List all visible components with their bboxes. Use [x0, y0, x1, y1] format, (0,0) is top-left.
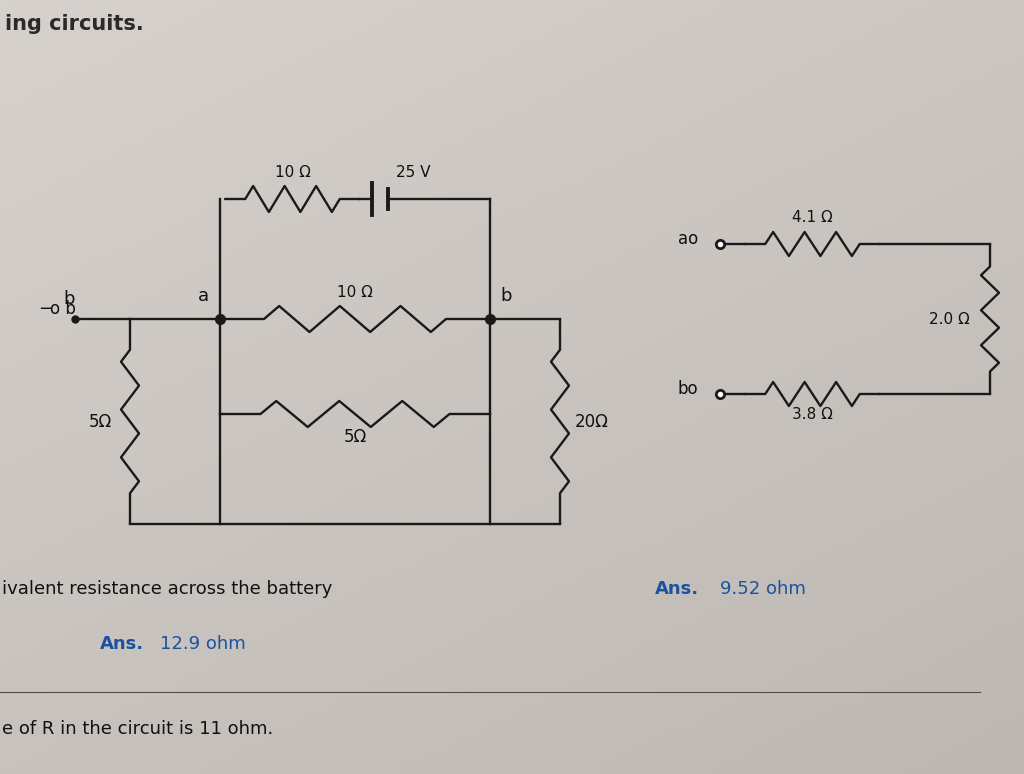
Text: 10 Ω: 10 Ω	[337, 285, 373, 300]
Text: b: b	[500, 287, 512, 305]
Text: ao: ao	[678, 230, 698, 248]
Text: 12.9 ohm: 12.9 ohm	[160, 635, 246, 653]
Text: ivalent resistance across the battery: ivalent resistance across the battery	[2, 580, 333, 598]
Text: b: b	[63, 290, 75, 308]
Text: 10 Ω: 10 Ω	[274, 165, 310, 180]
Text: bo: bo	[677, 380, 698, 398]
Text: ing circuits.: ing circuits.	[5, 14, 143, 34]
Text: 5Ω: 5Ω	[89, 413, 112, 430]
Text: 20Ω: 20Ω	[575, 413, 609, 430]
Text: a: a	[198, 287, 209, 305]
Text: e of R in the circuit is 11 ohm.: e of R in the circuit is 11 ohm.	[2, 720, 273, 738]
Text: Ans.: Ans.	[100, 635, 144, 653]
Text: ─o b: ─o b	[40, 300, 76, 318]
Text: 9.52 ohm: 9.52 ohm	[720, 580, 806, 598]
Text: 25 V: 25 V	[396, 165, 430, 180]
Text: 4.1 Ω: 4.1 Ω	[793, 210, 833, 225]
Text: Ans.: Ans.	[655, 580, 699, 598]
Text: 2.0 Ω: 2.0 Ω	[929, 311, 970, 327]
Text: 5Ω: 5Ω	[343, 428, 367, 446]
Text: 3.8 Ω: 3.8 Ω	[792, 407, 833, 422]
